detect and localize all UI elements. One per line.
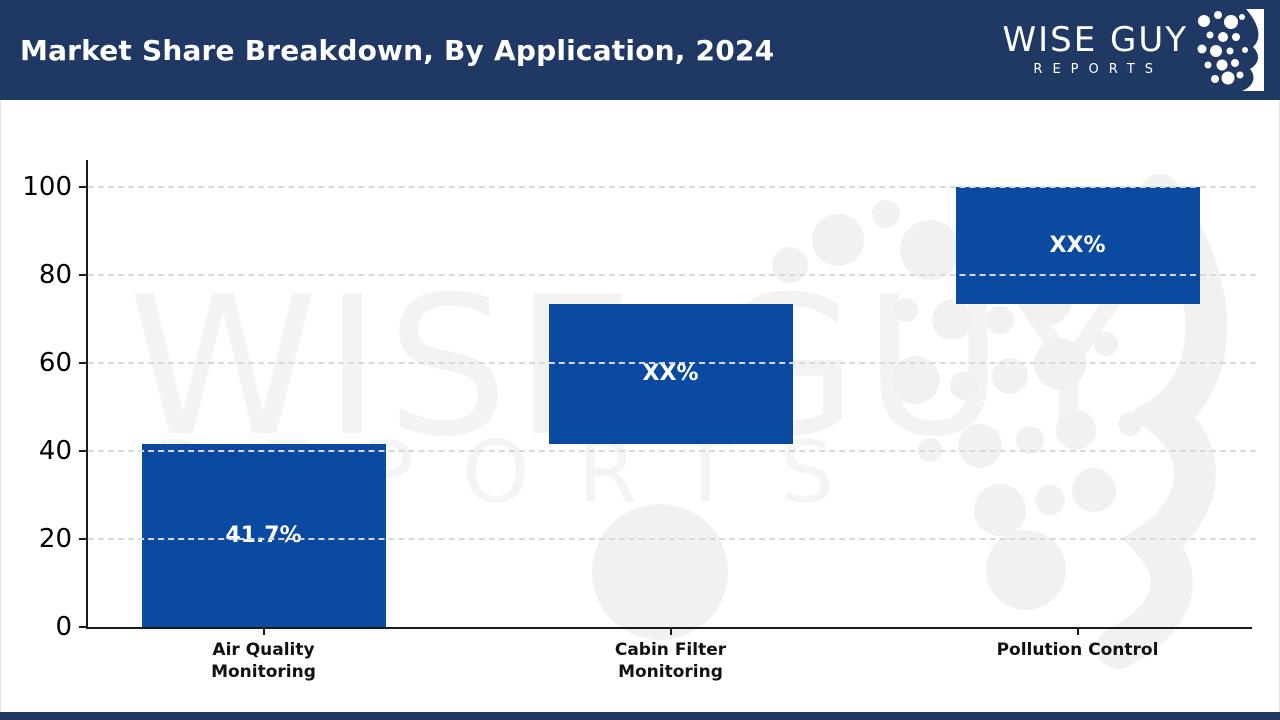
gridline-80: [88, 274, 1256, 276]
footer-bar: [0, 712, 1280, 720]
x-category-label-3: Pollution Control: [938, 639, 1218, 661]
y-tick-80: [79, 274, 88, 276]
y-tick-20: [79, 538, 88, 540]
gridline-60: [88, 362, 1256, 364]
y-tick-label-100: 100: [22, 172, 72, 202]
x-axis: [86, 627, 1252, 629]
x-category-label-2: Cabin Filter Monitoring: [531, 639, 811, 683]
bar-3: XX%: [955, 187, 1200, 304]
brand-logo-text: WISE GUY REPORTS: [1002, 23, 1188, 77]
bar-label-2: XX%: [642, 361, 699, 387]
x-category-label-line: Monitoring: [211, 662, 316, 682]
gridline-20: [88, 538, 1256, 540]
bar-label-1: 41.7%: [225, 522, 302, 548]
header: Market Share Breakdown, By Application, …: [0, 0, 1280, 100]
y-tick-label-0: 0: [55, 612, 72, 642]
gridline-100: [88, 186, 1256, 188]
y-tick-label-80: 80: [38, 260, 72, 290]
y-tick-0: [79, 626, 88, 628]
brand-face-icon: [1197, 9, 1264, 91]
brand-subtitle: REPORTS: [1033, 62, 1164, 77]
x-category-label-line: Pollution Control: [996, 640, 1159, 660]
y-axis: [86, 160, 88, 629]
y-tick-100: [79, 186, 88, 188]
y-tick-label-20: 20: [38, 524, 72, 554]
x-category-label-line: Monitoring: [618, 662, 723, 682]
x-category-label-1: Air Quality Monitoring: [124, 639, 404, 683]
x-tick-3: [1076, 627, 1079, 635]
y-tick-40: [79, 450, 88, 452]
x-category-label-line: Air Quality: [212, 640, 315, 660]
y-tick-label-60: 60: [38, 348, 72, 378]
y-tick-60: [79, 362, 88, 364]
brand-name: WISE GUY: [1002, 20, 1188, 60]
x-category-label-line: Cabin Filter: [614, 640, 727, 660]
gridline-40: [88, 450, 1256, 452]
bar-label-3: XX%: [1049, 232, 1106, 258]
x-tick-1: [262, 627, 265, 635]
bar-1: 41.7%: [141, 443, 386, 627]
page-title: Market Share Breakdown, By Application, …: [20, 33, 775, 67]
bar-2: XX%: [548, 303, 793, 444]
y-tick-label-40: 40: [38, 436, 72, 466]
brand-logo: WISE GUY REPORTS: [1002, 7, 1264, 93]
